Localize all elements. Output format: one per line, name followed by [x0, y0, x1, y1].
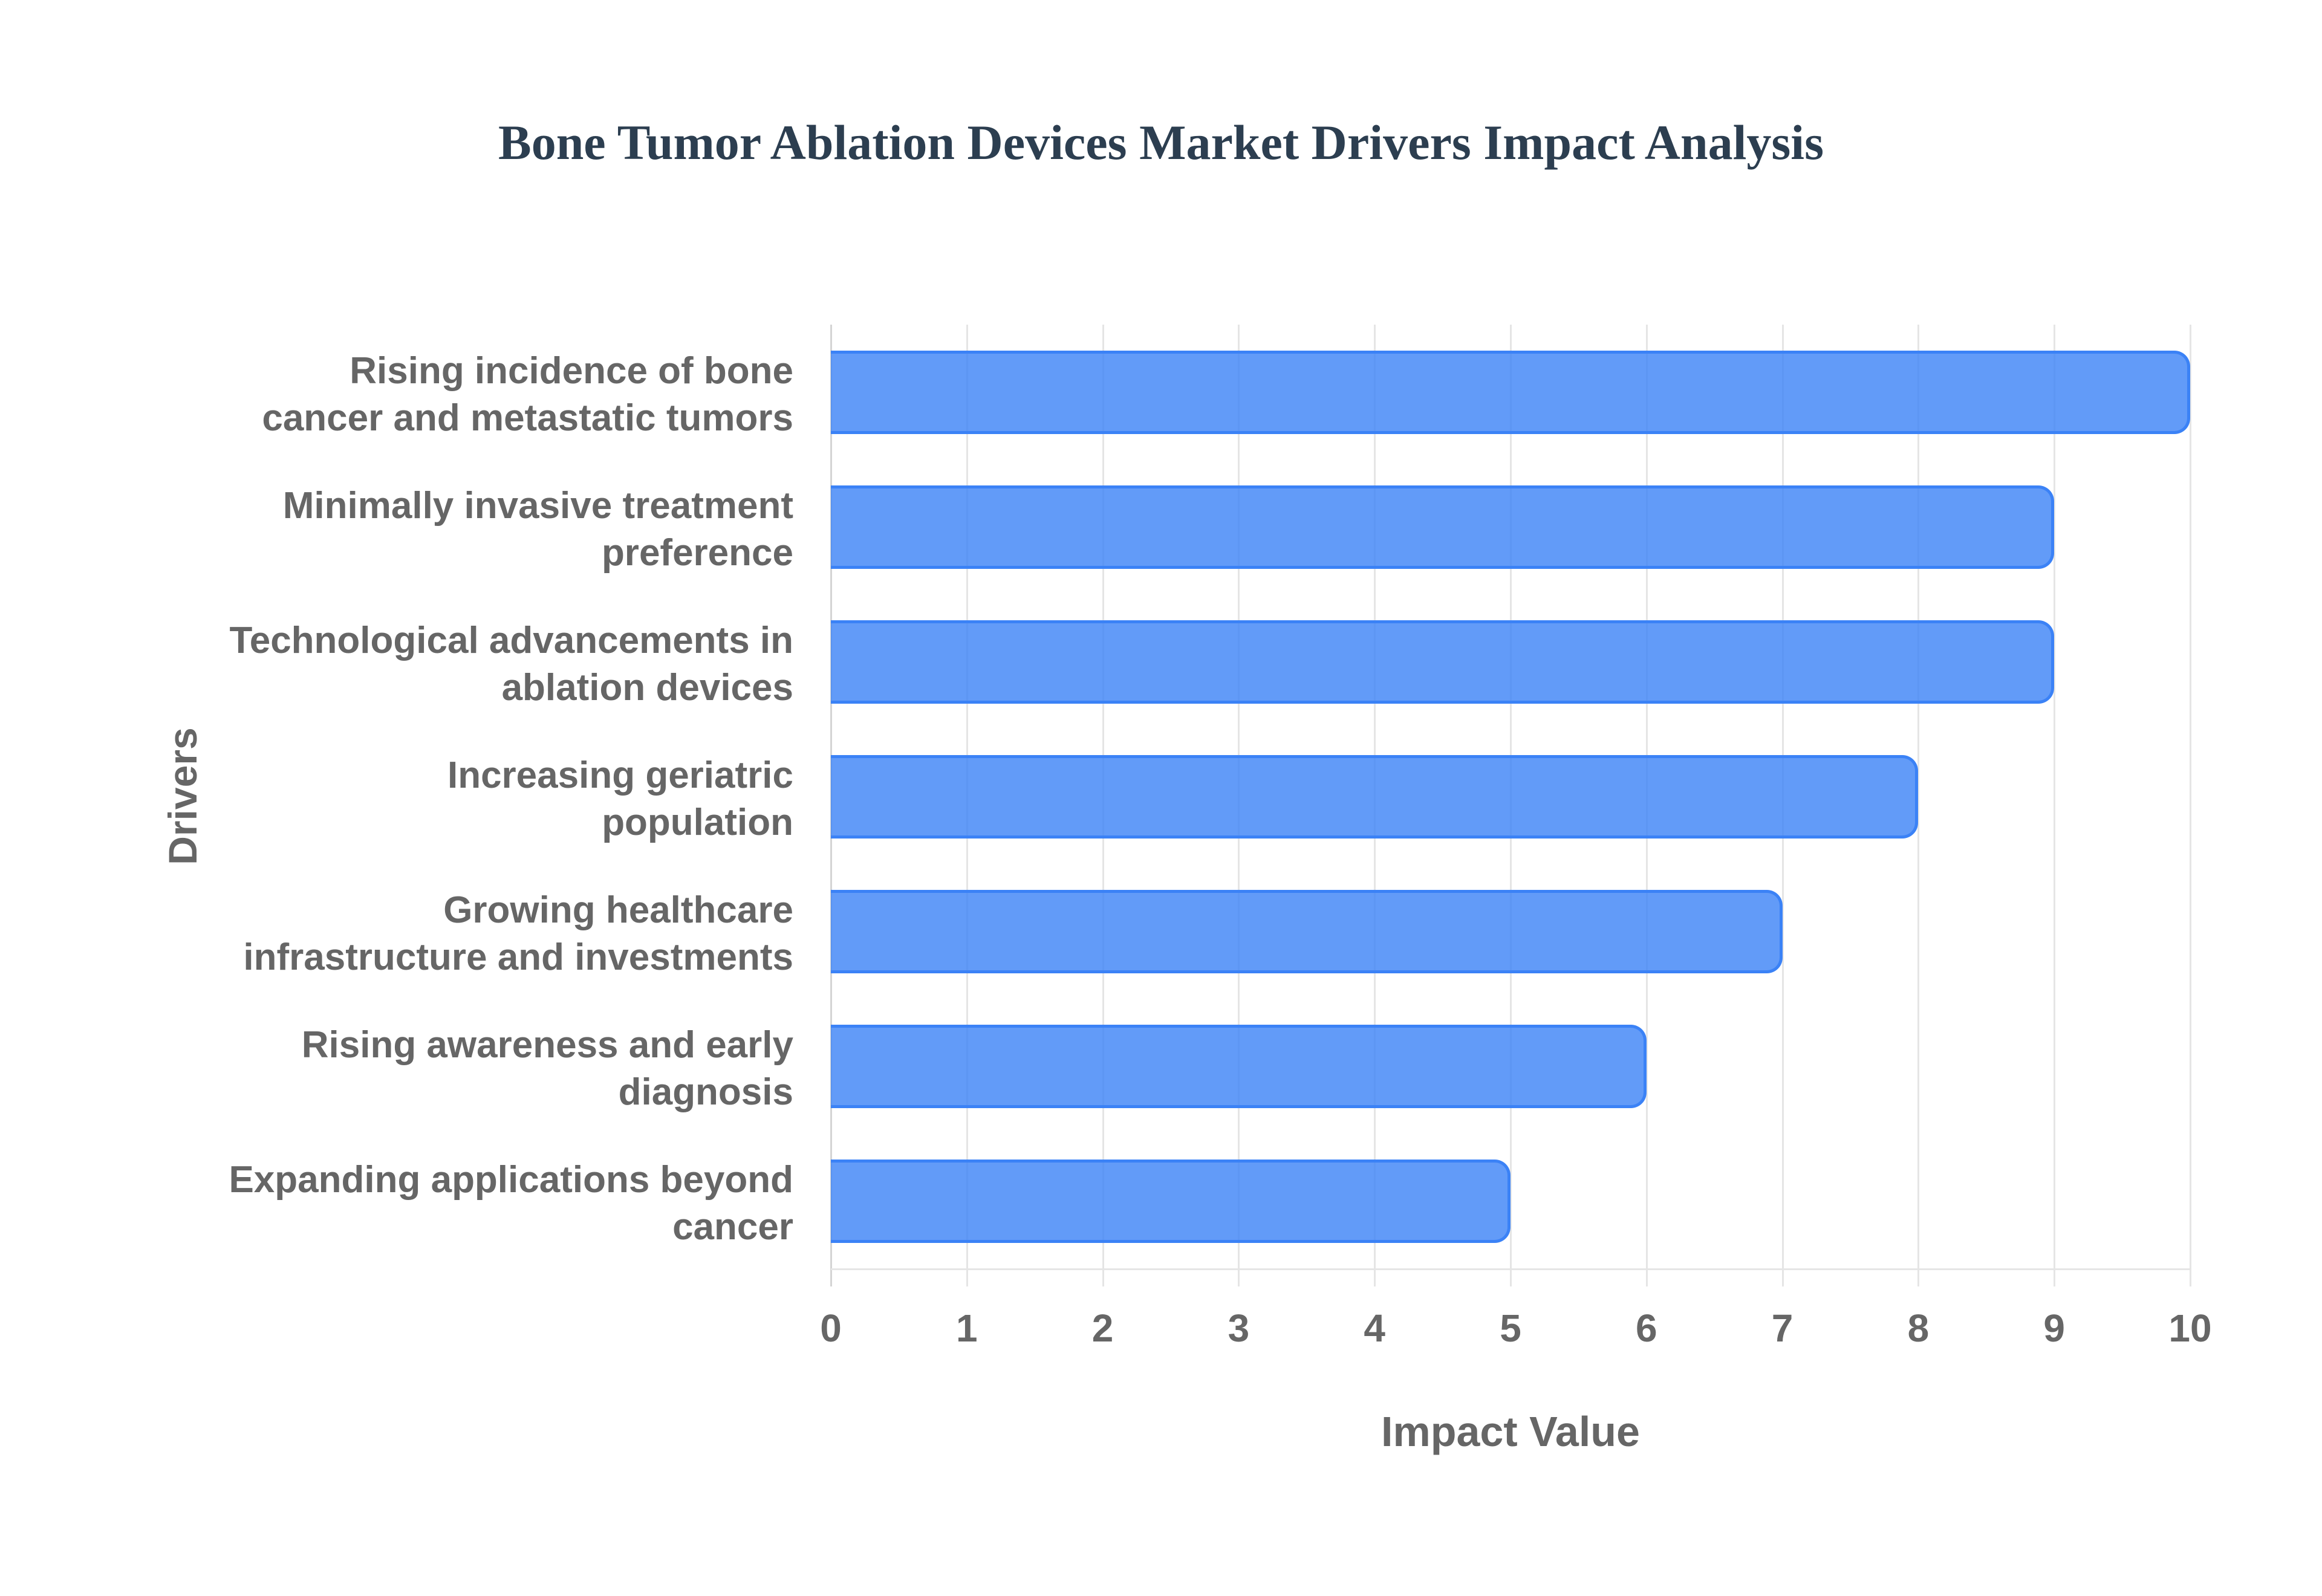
chart-title: Bone Tumor Ablation Devices Market Drive… [498, 115, 1824, 170]
y-tick-label: Technological advancements in ablation de… [189, 617, 793, 712]
y-tick-label-line: population [602, 801, 793, 843]
y-tick-label-line: Minimally invasive treatment [282, 484, 793, 527]
bar[interactable] [831, 754, 1919, 839]
x-tick-label: 9 [2043, 1306, 2065, 1350]
x-tick-label: 1 [956, 1306, 978, 1350]
x-tick-label: 10 [2168, 1306, 2212, 1350]
x-axis-title: Impact Value [1381, 1408, 1640, 1455]
bar[interactable] [831, 485, 2055, 569]
bar[interactable] [831, 889, 1783, 973]
bar[interactable] [831, 350, 2190, 434]
gridline [2054, 325, 2056, 1286]
x-tick-label: 3 [1228, 1306, 1250, 1350]
y-tick-label-line: ablation devices [501, 666, 793, 709]
x-axis-line [831, 1268, 2191, 1270]
bar[interactable] [831, 620, 2055, 704]
y-tick-label-line: preference [601, 531, 793, 574]
y-tick-label: Growing healthcare infrastructure and inv… [189, 887, 793, 981]
y-tick-label-line: Expanding applications beyond [229, 1158, 793, 1201]
x-tick-label: 2 [1091, 1306, 1114, 1350]
y-tick-label-line: cancer and metastatic tumors [262, 397, 793, 439]
x-tick-label: 4 [1364, 1306, 1385, 1350]
y-tick-label-line: Technological advancements in [229, 619, 793, 661]
bar[interactable] [831, 1024, 1647, 1108]
gridline [1917, 325, 1920, 1286]
y-tick-label: Expanding applications beyond cancer [189, 1156, 793, 1251]
x-tick-label: 7 [1771, 1306, 1794, 1350]
y-tick-label: Rising incidence of bone cancer and metas… [189, 348, 793, 442]
x-tick-label: 6 [1636, 1306, 1657, 1350]
y-tick-label-line: cancer [672, 1205, 793, 1248]
y-tick-label: Minimally invasive treatment preference [189, 482, 793, 577]
x-tick-label: 8 [1907, 1306, 1930, 1350]
y-tick-label-line: infrastructure and investments [243, 936, 793, 978]
plot-area [830, 325, 2191, 1286]
y-tick-label-line: Rising awareness and early [301, 1023, 793, 1066]
x-tick-label: 5 [1500, 1306, 1521, 1350]
y-tick-label-line: diagnosis [618, 1071, 793, 1113]
y-tick-label-line: Rising incidence of bone [350, 349, 793, 392]
gridline [2190, 325, 2191, 1286]
y-tick-label-line: Growing healthcare [443, 889, 793, 931]
x-tick-label: 0 [820, 1306, 842, 1350]
y-tick-label: Rising awareness and early diagnosis [189, 1022, 793, 1116]
y-tick-label: Increasing geriatric population [189, 752, 793, 846]
y-tick-label-line: Increasing geriatric [447, 754, 793, 796]
bar[interactable] [831, 1159, 1511, 1243]
